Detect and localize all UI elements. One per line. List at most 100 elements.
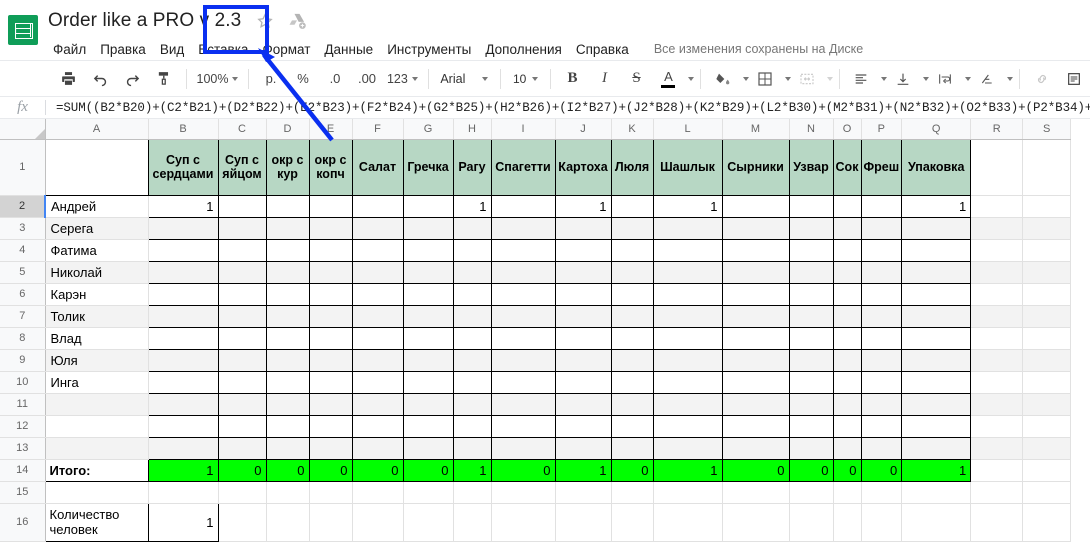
menu-item-header-cell[interactable]: Суп с сердцами [147,138,219,196]
sheet-cell[interactable] [1022,415,1072,438]
sheet-cell[interactable] [1022,503,1072,542]
order-quantity-cell[interactable] [652,304,723,328]
paint-format-icon[interactable] [151,66,177,92]
person-name-cell[interactable]: Толик [45,305,149,328]
sheet-cell[interactable] [1022,283,1072,306]
sheet-cell[interactable] [788,436,834,460]
order-quantity-cell[interactable] [901,238,972,262]
increase-decimal-button[interactable]: .00 [357,71,377,86]
order-quantity-cell[interactable] [610,348,654,372]
sheet-cell[interactable] [1022,327,1072,350]
sheet-cell[interactable] [452,436,492,460]
order-quantity-cell[interactable] [788,348,834,372]
total-value-cell[interactable]: 1 [147,458,219,482]
sheet-cell[interactable] [832,436,862,460]
order-quantity-cell[interactable] [351,194,404,218]
order-quantity-cell[interactable] [788,216,834,240]
order-quantity-cell[interactable] [147,326,219,350]
chevron-down-icon-11[interactable] [965,76,972,81]
bold-button[interactable]: B [559,66,585,92]
order-quantity-cell[interactable] [490,370,556,394]
order-quantity-cell[interactable] [147,282,219,306]
chevron-down-icon-6[interactable] [742,76,749,81]
total-value-cell[interactable]: 0 [402,458,454,482]
order-quantity-cell[interactable] [490,282,556,306]
total-value-cell[interactable]: 0 [217,458,267,482]
order-quantity-cell[interactable] [490,216,556,240]
order-quantity-cell[interactable] [147,238,219,262]
menu-item-header-cell[interactable]: Гречка [402,138,454,196]
row-header-13[interactable]: 13 [0,437,46,460]
sheet-cell[interactable] [970,437,1024,460]
column-header-l[interactable]: L [653,119,723,140]
menu-format[interactable]: Формат [262,41,311,57]
sheet-cell[interactable] [490,392,556,416]
column-header-k[interactable]: K [611,119,654,140]
fill-color-icon[interactable] [710,66,736,92]
column-header-s[interactable]: S [1022,119,1072,140]
sheet-cell[interactable] [970,195,1024,218]
sheet-cell[interactable] [901,414,972,438]
sheet-cell[interactable] [789,481,834,504]
column-header-f[interactable]: F [352,119,404,140]
sheet-cell[interactable] [1022,371,1072,394]
sheet-cell[interactable] [266,481,310,504]
order-quantity-cell[interactable] [452,216,492,240]
order-quantity-cell[interactable] [308,304,353,328]
order-quantity-cell[interactable] [402,370,454,394]
order-quantity-cell[interactable] [860,238,903,262]
person-name-cell[interactable]: Андрей [45,195,149,218]
sheet-cell[interactable] [1022,217,1072,240]
order-quantity-cell[interactable] [308,326,353,350]
order-quantity-cell[interactable] [265,194,310,218]
sheet-cell[interactable] [970,481,1024,504]
sheet-cell[interactable] [147,436,219,460]
order-quantity-cell[interactable] [832,260,862,284]
order-quantity-cell[interactable] [788,238,834,262]
order-quantity-cell[interactable] [490,326,556,350]
order-quantity-cell[interactable] [554,260,612,284]
column-header-d[interactable]: D [266,119,310,140]
order-quantity-cell[interactable] [721,348,790,372]
order-quantity-cell[interactable] [554,216,612,240]
order-quantity-cell[interactable]: 1 [147,194,219,218]
order-quantity-cell[interactable] [901,304,972,328]
order-quantity-cell[interactable] [832,282,862,306]
menu-item-header-cell[interactable]: Фреш [860,138,903,196]
order-quantity-cell[interactable] [351,282,404,306]
sheet-cell[interactable] [45,393,149,416]
undo-icon[interactable] [87,66,113,92]
order-quantity-cell[interactable] [554,238,612,262]
sheet-cell[interactable] [491,503,556,542]
sheet-cell[interactable] [970,239,1024,262]
insert-comment-icon[interactable] [1061,66,1087,92]
sheet-cell[interactable] [309,503,353,542]
total-value-cell[interactable]: 0 [308,458,353,482]
column-header-m[interactable]: M [722,119,790,140]
order-quantity-cell[interactable] [402,260,454,284]
order-quantity-cell[interactable] [452,260,492,284]
menu-item-header-cell[interactable]: Люля [610,138,654,196]
chevron-down-icon-10[interactable] [923,76,930,81]
column-header-p[interactable]: P [861,119,903,140]
star-outline-icon[interactable] [255,11,275,31]
order-quantity-cell[interactable] [901,326,972,350]
column-header-c[interactable]: C [218,119,267,140]
sheet-cell[interactable] [833,503,862,542]
menu-item-header-cell[interactable]: Суп с яйцом [217,138,267,196]
order-quantity-cell[interactable] [721,326,790,350]
order-quantity-cell[interactable] [402,194,454,218]
sheet-cell[interactable] [217,414,267,438]
sheet-cell[interactable] [218,481,267,504]
sheet-cell[interactable] [652,392,723,416]
order-quantity-cell[interactable] [860,370,903,394]
menu-item-header-cell[interactable]: Салат [351,138,404,196]
sheet-cell[interactable] [722,503,790,542]
sheet-cell[interactable] [217,392,267,416]
order-quantity-cell[interactable] [788,370,834,394]
order-quantity-cell[interactable] [217,238,267,262]
order-quantity-cell[interactable] [217,304,267,328]
menu-item-header-cell[interactable]: Рагу [452,138,492,196]
order-quantity-cell[interactable] [860,194,903,218]
sheet-cell[interactable] [148,481,219,504]
